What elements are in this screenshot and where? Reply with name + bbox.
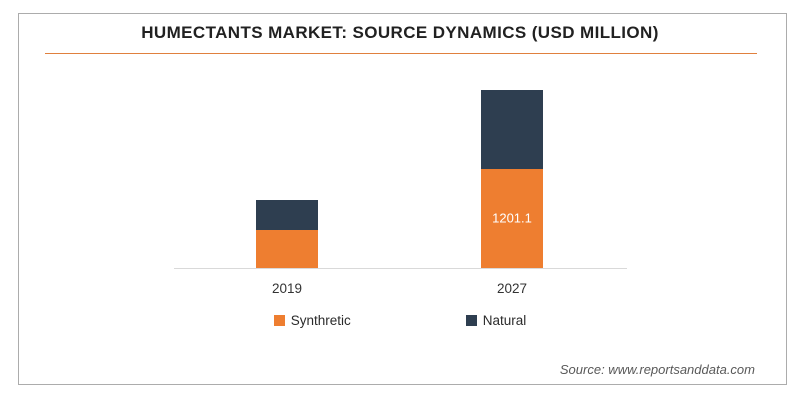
x-tick-2027: 2027 <box>496 281 528 296</box>
legend-item-synthetic: Synthretic <box>273 313 351 328</box>
x-axis-line <box>174 268 627 269</box>
legend: Synthretic Natural <box>0 313 800 328</box>
bar-segment-natural-2019 <box>256 200 318 230</box>
data-label-synthetic-2027: 1201.1 <box>492 210 532 226</box>
legend-label-natural: Natural <box>482 313 527 328</box>
card-border <box>18 13 787 385</box>
legend-label-synthetic: Synthretic <box>290 313 351 328</box>
chart-title: HUMECTANTS MARKET: SOURCE DYNAMICS (USD … <box>141 23 659 42</box>
bar-segment-synthetic-2019 <box>256 230 318 268</box>
bar-segment-synthetic-2027: 1201.1 <box>481 168 543 268</box>
x-tick-2019: 2019 <box>271 281 303 296</box>
legend-swatch-synthetic-icon <box>273 315 285 326</box>
source-credit: Source: www.reportsanddata.com <box>559 362 755 377</box>
bar-2027: 1201.1 <box>481 90 543 268</box>
bar-segment-natural-2027 <box>481 90 543 169</box>
title-underline <box>45 53 757 54</box>
bar-2019 <box>256 200 318 268</box>
legend-item-natural: Natural <box>465 313 527 328</box>
legend-swatch-natural-icon <box>465 315 477 326</box>
